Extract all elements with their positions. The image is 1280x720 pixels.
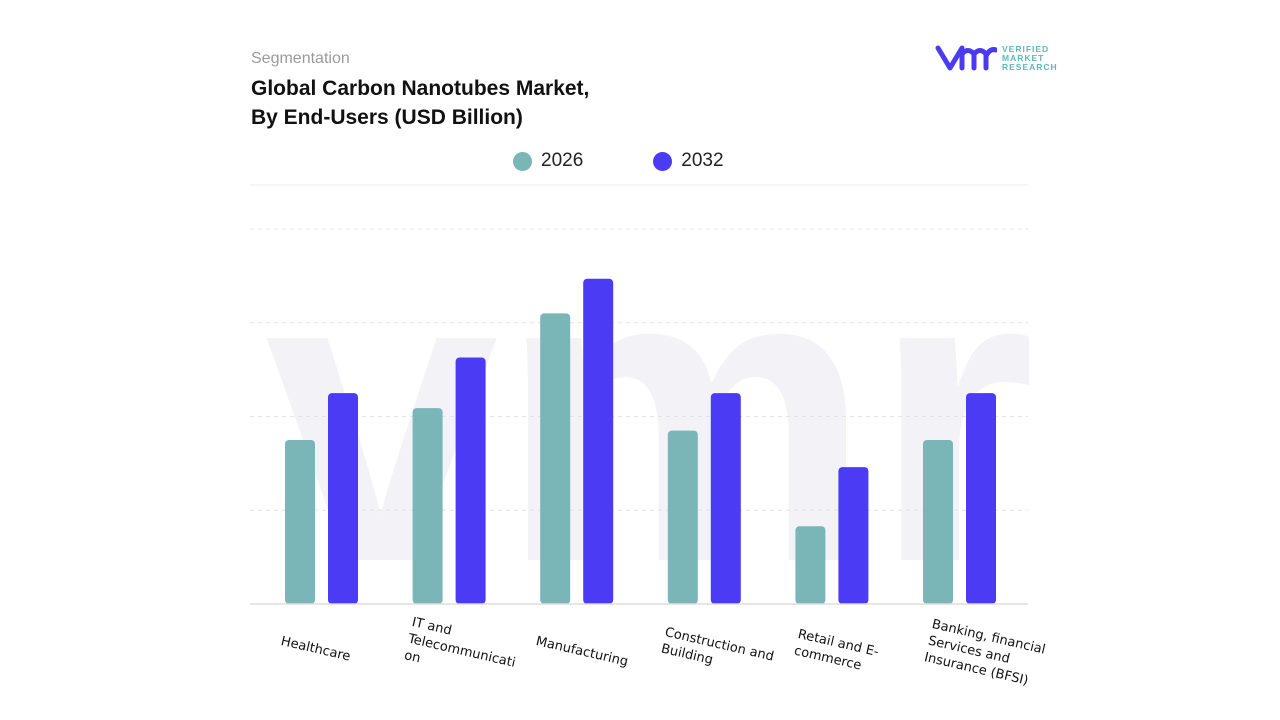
logo-line-1: VERIFIED — [1002, 43, 1050, 54]
vmr-logo-icon — [935, 45, 997, 71]
bar-2032-2 — [583, 278, 614, 604]
bar-2032-5 — [966, 393, 996, 604]
bar-2026-2 — [540, 313, 571, 604]
legend-label-2032: 2032 — [681, 150, 724, 171]
chart-title: Global Carbon Nanotubes Market, By End-U… — [251, 74, 589, 132]
title-line-2: By End-Users (USD Billion) — [251, 106, 523, 129]
title-line-1: Global Carbon Nanotubes Market, — [251, 77, 590, 100]
logo-line-3: RESEARCH — [1002, 61, 1058, 72]
legend-dot-2032 — [653, 151, 673, 171]
legend-item-2026: 2026 — [513, 150, 583, 172]
bar-2026-0 — [285, 439, 315, 604]
legend-dot-2026 — [513, 151, 532, 171]
segment-label: Segmentation — [251, 50, 350, 67]
legend-item-2032: 2032 — [653, 150, 724, 172]
bar-2026-5 — [923, 439, 953, 604]
bar-2026-1 — [412, 408, 443, 604]
legend-label-2026: 2026 — [541, 150, 584, 171]
watermark: vmr — [265, 181, 1035, 650]
bar-2032-4 — [838, 467, 869, 604]
bar-2026-3 — [667, 430, 698, 604]
bar-2032-3 — [710, 393, 741, 604]
legend: 2026 2032 — [513, 150, 794, 172]
logo: VERIFIED MARKET RESEARCH — [935, 44, 1058, 72]
logo-line-2: MARKET — [1002, 52, 1045, 63]
bar-2026-4 — [795, 526, 826, 604]
bar-2032-0 — [328, 393, 358, 604]
bar-2032-1 — [455, 357, 486, 604]
